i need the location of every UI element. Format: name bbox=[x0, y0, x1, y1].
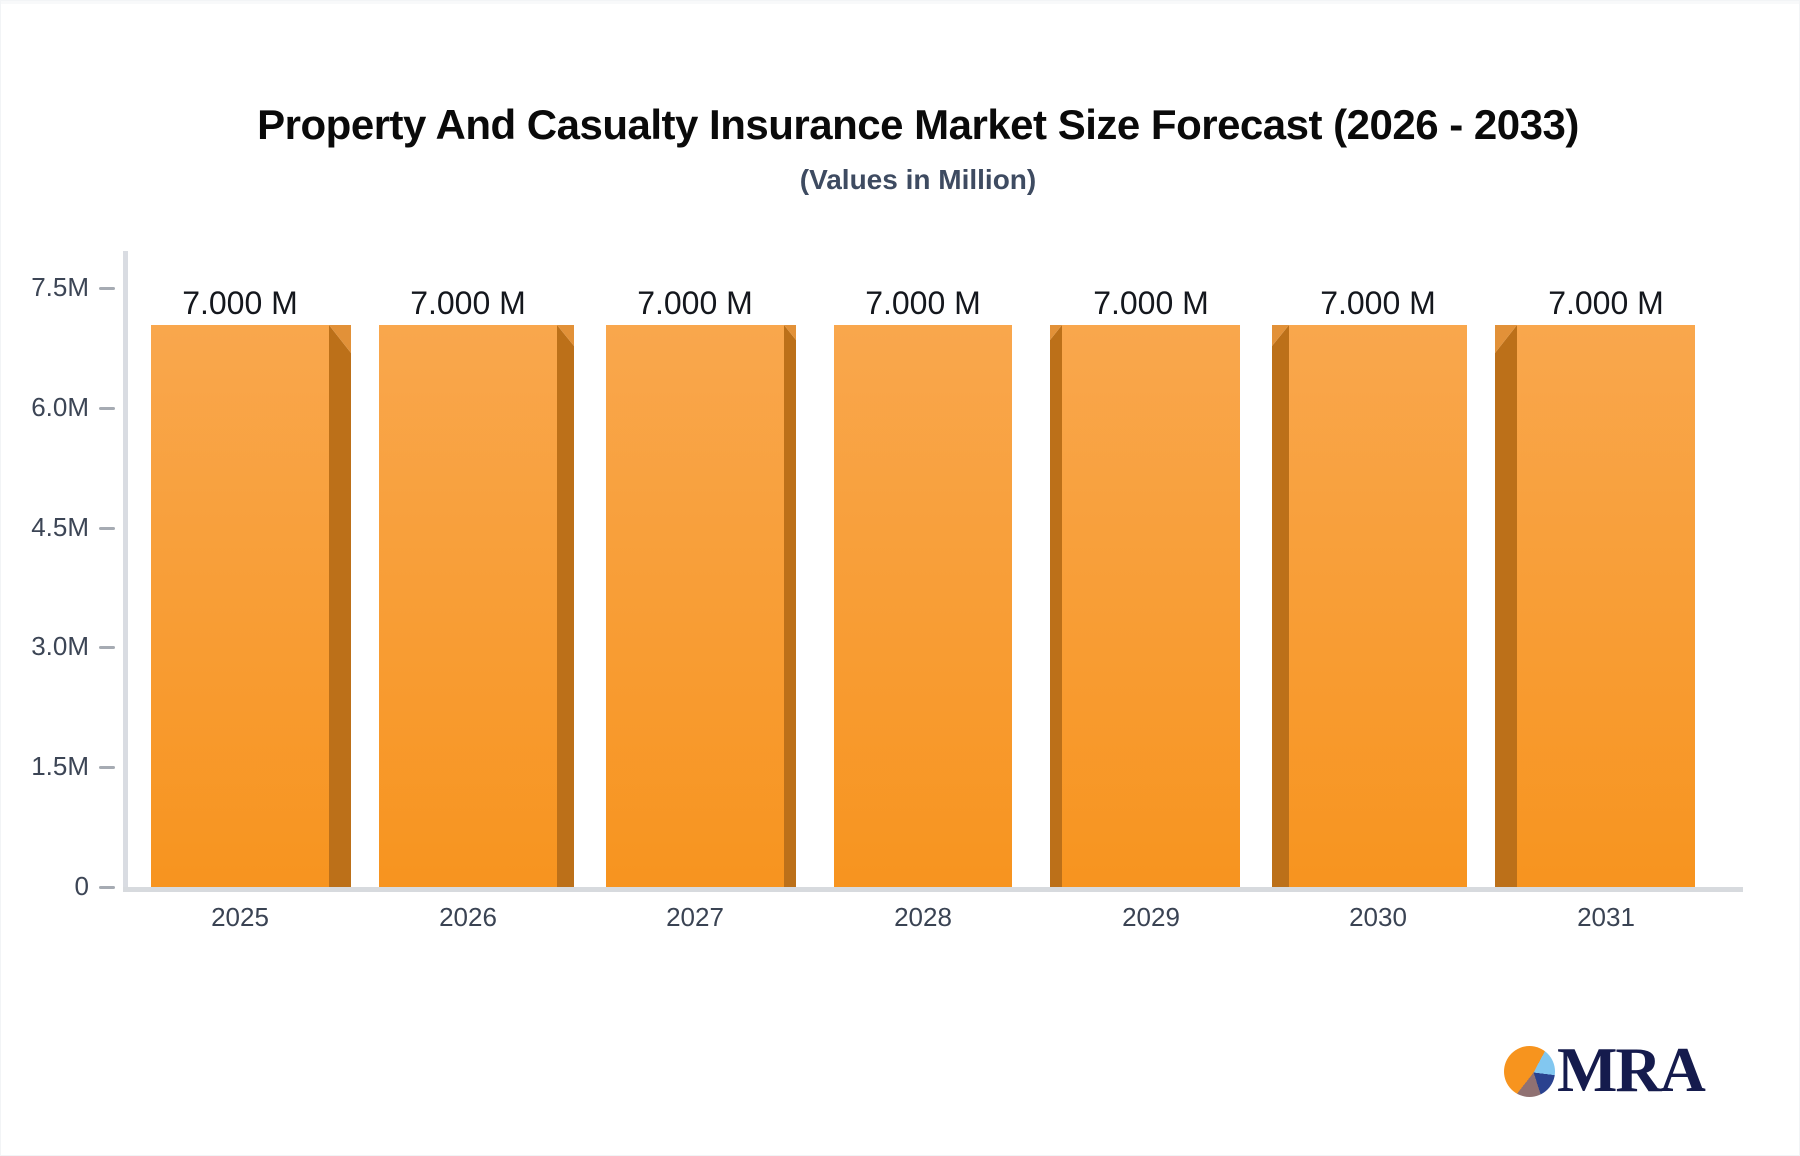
bar-3d-side-face bbox=[1272, 325, 1289, 887]
bar-2025 bbox=[151, 325, 329, 887]
bar-2027 bbox=[606, 325, 784, 887]
y-axis-label: 6.0M bbox=[31, 391, 89, 422]
bar-3d-side bbox=[1495, 325, 1517, 887]
bar-2029 bbox=[1062, 325, 1240, 887]
x-axis-label: 2031 bbox=[1577, 902, 1635, 932]
bar-value-label: 7.000 M bbox=[865, 285, 981, 321]
y-axis-tick bbox=[99, 646, 115, 650]
y-axis-label: 1.5M bbox=[31, 751, 89, 782]
bar-3d-side bbox=[1272, 325, 1289, 887]
bar-value-label: 7.000 M bbox=[637, 285, 753, 321]
bar-value-label: 7.000 M bbox=[182, 285, 298, 321]
bar-3d-side-face bbox=[1050, 325, 1062, 887]
bar-3d-side bbox=[1050, 325, 1062, 887]
bar-3d-side-face bbox=[329, 325, 351, 887]
y-axis-tick bbox=[99, 886, 115, 889]
y-axis-tick bbox=[99, 406, 115, 410]
bar-3d-side-face bbox=[784, 325, 796, 887]
bar-3d-side-face bbox=[1495, 325, 1517, 887]
bar-3d-side-face bbox=[557, 325, 574, 887]
bar-value-label: 7.000 M bbox=[410, 285, 526, 321]
bar-3d-side bbox=[784, 325, 796, 887]
brand-logo: MRA bbox=[1504, 1034, 1706, 1105]
x-axis-label: 2027 bbox=[666, 902, 724, 932]
x-axis-label: 2029 bbox=[1122, 902, 1180, 932]
x-axis-label: 2025 bbox=[211, 902, 269, 932]
bar-value-label: 7.000 M bbox=[1548, 285, 1664, 321]
y-axis-label: 3.0M bbox=[31, 631, 89, 662]
x-axis-baseline bbox=[123, 887, 1743, 892]
x-axis-label: 2028 bbox=[894, 902, 952, 932]
x-axis-label: 2030 bbox=[1349, 902, 1407, 932]
page-top-edge bbox=[1, 1, 1799, 4]
chart-subtitle: (Values in Million) bbox=[799, 164, 1037, 195]
bar-3d-side bbox=[329, 325, 351, 887]
x-axis-label: 2026 bbox=[439, 902, 497, 932]
bar-value-label: 7.000 M bbox=[1093, 285, 1209, 321]
y-axis-label: 0 bbox=[74, 871, 89, 901]
y-axis-tick bbox=[99, 766, 115, 770]
y-axis-label: 4.5M bbox=[31, 511, 89, 542]
bar-2031 bbox=[1517, 325, 1695, 887]
pie-chart-logo-icon bbox=[1504, 1046, 1555, 1097]
y-axis-label: 7.5M bbox=[31, 272, 89, 302]
y-axis-tick bbox=[99, 526, 115, 530]
y-axis-line bbox=[123, 251, 128, 892]
bar-3d-side bbox=[557, 325, 574, 887]
y-axis-tick bbox=[99, 287, 115, 290]
brand-logo-text: MRA bbox=[1557, 1034, 1706, 1105]
bar-2030 bbox=[1289, 325, 1467, 887]
bar-2026 bbox=[379, 325, 557, 887]
bar-2028 bbox=[834, 325, 1012, 887]
chart-title: Property And Casualty Insurance Market S… bbox=[257, 101, 1579, 148]
bar-value-label: 7.000 M bbox=[1320, 285, 1436, 321]
